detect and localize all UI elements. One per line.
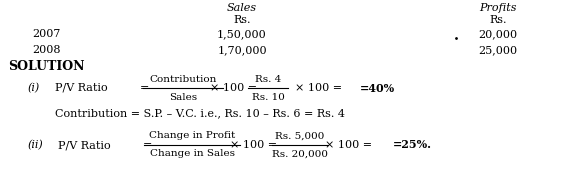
Text: Change in Sales: Change in Sales (150, 150, 235, 159)
Text: (i): (i) (28, 83, 40, 93)
Text: Sales: Sales (169, 92, 197, 102)
Text: 2007: 2007 (32, 29, 60, 39)
Text: Change in Profit: Change in Profit (149, 132, 235, 140)
Text: × 100 =: × 100 = (230, 140, 277, 150)
Text: Rs. 4: Rs. 4 (255, 75, 281, 85)
Text: Rs.: Rs. (233, 15, 251, 25)
Text: × 100 =: × 100 = (325, 140, 372, 150)
Text: Rs. 5,000: Rs. 5,000 (275, 132, 325, 140)
Text: P/V Ratio: P/V Ratio (58, 140, 110, 150)
Text: (ii): (ii) (28, 140, 44, 150)
Text: Sales: Sales (227, 3, 257, 13)
Text: 20,000: 20,000 (478, 29, 517, 39)
Text: 1,70,000: 1,70,000 (217, 45, 267, 55)
Text: 2008: 2008 (32, 45, 61, 55)
Text: =: = (143, 140, 152, 150)
Text: SOLUTION: SOLUTION (8, 60, 85, 73)
Text: 25,000: 25,000 (478, 45, 517, 55)
Text: Profits: Profits (479, 3, 517, 13)
Text: × 100 =: × 100 = (295, 83, 342, 93)
Text: × 100 =: × 100 = (210, 83, 257, 93)
Text: Rs. 10: Rs. 10 (252, 92, 284, 102)
Text: =40%: =40% (360, 83, 395, 94)
Text: =: = (140, 83, 150, 93)
Text: =25%.: =25%. (393, 140, 432, 150)
Text: Rs.: Rs. (489, 15, 507, 25)
Text: Rs. 20,000: Rs. 20,000 (272, 150, 328, 159)
Text: 1,50,000: 1,50,000 (217, 29, 267, 39)
Text: Contribution = S.P. – V.C. i.e., Rs. 10 – Rs. 6 = Rs. 4: Contribution = S.P. – V.C. i.e., Rs. 10 … (55, 108, 345, 118)
Text: Contribution: Contribution (150, 75, 217, 85)
Text: P/V Ratio: P/V Ratio (55, 83, 107, 93)
